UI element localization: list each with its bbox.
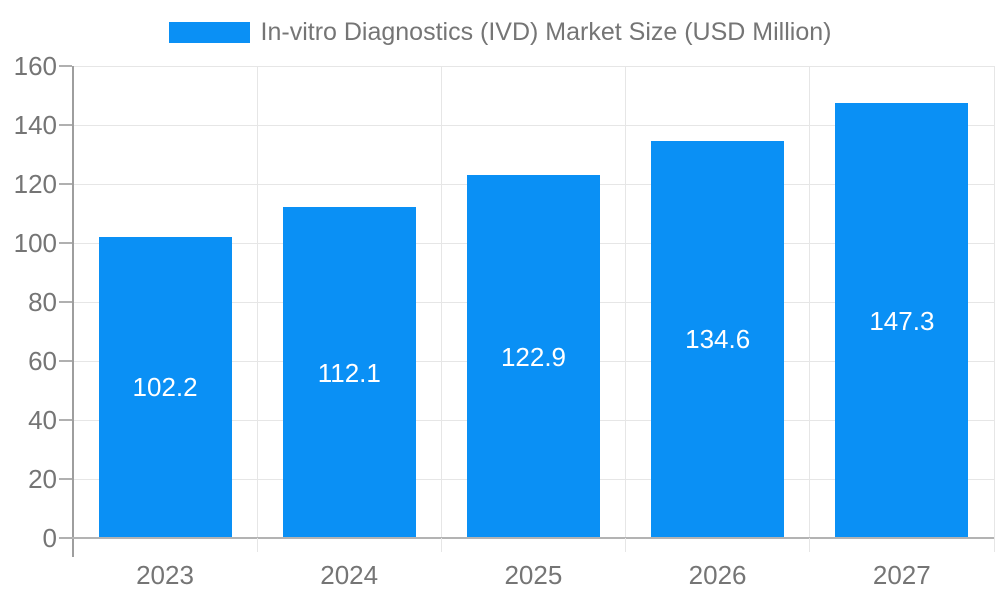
bar-value-label-2025: 122.9 [500, 341, 567, 372]
bar-value-label-2024: 112.1 [317, 357, 381, 388]
bar-value-label-2023: 102.2 [132, 372, 198, 403]
v-gridline-4 [809, 66, 811, 538]
y-axis-label-0: 0 [42, 523, 57, 553]
y-axis-label-160: 160 [13, 51, 57, 81]
legend-swatch-icon [168, 22, 250, 43]
y-axis-label-40: 40 [28, 405, 57, 435]
x-axis-label-2024: 2024 [320, 560, 379, 590]
y-axis-label-60: 60 [28, 346, 57, 376]
bar-2027[interactable]: 147.3 [835, 103, 969, 538]
bar-value-label-2026: 134.6 [685, 324, 751, 355]
y-tick-40 [59, 419, 72, 421]
y-tick-60 [59, 360, 72, 362]
y-axis-label-80: 80 [28, 287, 57, 317]
y-axis-label-120: 120 [13, 169, 57, 199]
x-boundary-tick-5 [993, 538, 995, 552]
bar-2025[interactable]: 122.9 [467, 175, 600, 538]
bar-2024[interactable]: 112.1 [282, 207, 416, 538]
y-axis-label-100: 100 [13, 228, 57, 258]
x-boundary-tick-4 [809, 538, 811, 552]
x-axis-label-2027: 2027 [872, 560, 931, 590]
y-tick-20 [59, 478, 72, 480]
x-boundary-tick-2 [440, 538, 442, 552]
y-tick-80 [59, 301, 72, 303]
y-axis-line [72, 66, 74, 557]
x-boundary-tick-1 [256, 538, 258, 552]
bar-2026[interactable]: 134.6 [651, 140, 785, 538]
v-gridline-5 [993, 66, 995, 538]
v-gridline-1 [256, 66, 258, 538]
x-axis-label-2026: 2026 [688, 560, 747, 590]
x-axis-label-2023: 2023 [136, 560, 194, 590]
x-axis-line [72, 537, 994, 539]
bar-value-label-2027: 147.3 [869, 305, 935, 336]
legend-label: In-vitro Diagnostics (IVD) Market Size (… [260, 18, 832, 46]
h-gridline-140 [73, 124, 994, 126]
y-tick-100 [59, 242, 72, 244]
x-axis-label-2025: 2025 [504, 560, 563, 590]
bar-2023[interactable]: 102.2 [98, 236, 232, 538]
y-tick-160 [59, 65, 72, 67]
y-tick-120 [59, 183, 72, 185]
plot-area: 102.2 112.1 122.9 134.6 147.3 [59, 65, 995, 557]
h-gridline-160 [73, 65, 994, 67]
y-tick-140 [59, 124, 72, 126]
y-axis-label-140: 140 [13, 110, 57, 140]
v-gridline-2 [440, 66, 442, 538]
v-gridline-3 [625, 66, 627, 538]
y-axis-label-20: 20 [28, 464, 57, 494]
legend[interactable]: In-vitro Diagnostics (IVD) Market Size (… [0, 18, 1000, 46]
y-tick-0 [59, 537, 72, 539]
x-boundary-tick-3 [625, 538, 627, 552]
